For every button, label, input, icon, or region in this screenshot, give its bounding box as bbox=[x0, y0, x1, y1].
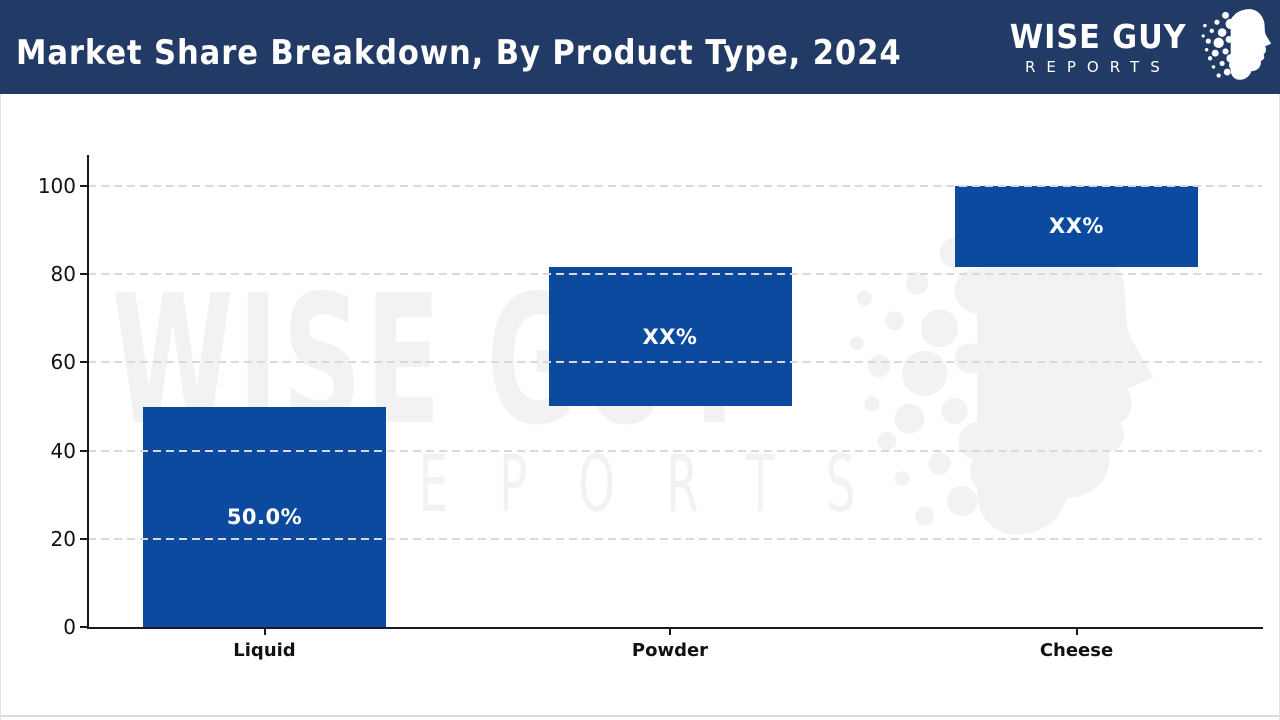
y-tick-mark bbox=[80, 185, 87, 187]
gridline bbox=[88, 449, 1262, 452]
x-category-label: Cheese bbox=[1039, 640, 1114, 661]
x-tick-mark bbox=[1075, 629, 1078, 635]
left-edge-rule bbox=[0, 94, 1, 720]
bar-value-label: XX% bbox=[642, 324, 698, 349]
bottom-edge-rule bbox=[0, 715, 1280, 717]
gridline bbox=[88, 361, 1262, 364]
bar-cheese: XX% bbox=[955, 186, 1198, 267]
y-tick-mark bbox=[80, 361, 87, 364]
y-tick-label: 100 bbox=[37, 174, 76, 198]
x-category-label: Powder bbox=[631, 640, 709, 661]
page-title: Market Share Breakdown, By Product Type,… bbox=[16, 33, 902, 73]
y-tick-label: 60 bbox=[50, 350, 76, 375]
plot-area: 0 20 40 60 80 100 50.0% Liquid XX% Powder XX% Chees… bbox=[0, 94, 1280, 720]
x-axis-line bbox=[87, 627, 1263, 629]
brand-subtitle: REPORTS bbox=[1024, 57, 1171, 76]
gridline bbox=[88, 185, 1262, 187]
bar-value-label: 50.0% bbox=[226, 504, 303, 529]
header-bar: Market Share Breakdown, By Product Type,… bbox=[0, 0, 1280, 94]
watermark-text-line2: REPORTS bbox=[335, 440, 907, 530]
bar-value-label: XX% bbox=[1049, 214, 1104, 239]
gridline bbox=[88, 537, 1262, 540]
brand-name: WISE GUY bbox=[1009, 17, 1187, 57]
y-tick-label: 40 bbox=[50, 438, 76, 463]
y-tick-label: 20 bbox=[50, 526, 76, 551]
bar-powder: XX% bbox=[548, 266, 792, 407]
gridline bbox=[88, 273, 1262, 276]
brand-face-icon bbox=[1201, 9, 1272, 80]
y-tick-mark bbox=[80, 626, 87, 628]
brand-logo: WISE GUY REPORTS bbox=[1002, 4, 1274, 92]
y-axis-line bbox=[87, 155, 89, 629]
y-tick-mark bbox=[80, 449, 87, 452]
y-tick-label: 80 bbox=[50, 262, 76, 287]
y-tick-mark bbox=[80, 537, 87, 540]
bar-liquid: 50.0% bbox=[143, 406, 386, 627]
x-tick-mark bbox=[669, 629, 671, 635]
y-tick-label: 0 bbox=[63, 615, 76, 639]
brand-logo-text: WISE GUY REPORTS bbox=[1002, 20, 1194, 76]
x-category-label: Liquid bbox=[233, 640, 296, 661]
x-tick-mark bbox=[263, 629, 266, 635]
y-tick-mark bbox=[80, 273, 87, 276]
